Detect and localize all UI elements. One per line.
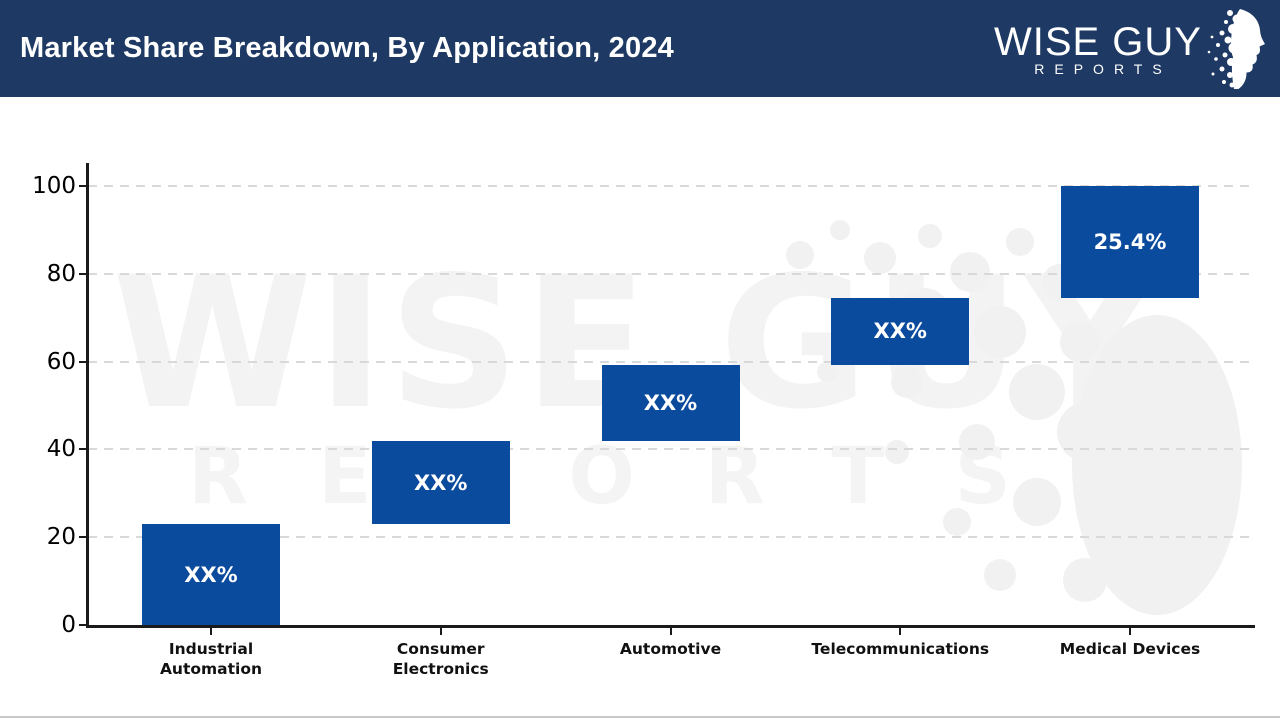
y-tick-mark xyxy=(79,624,87,626)
y-axis-line xyxy=(86,163,89,627)
x-tick-label-automotive: Automotive xyxy=(556,639,786,659)
x-tick-mark xyxy=(669,627,672,635)
y-tick-mark xyxy=(79,185,87,187)
gridline-60 xyxy=(88,360,1255,363)
x-tick-label-line: Medical Devices xyxy=(1059,640,1201,658)
bar-automotive: XX% xyxy=(601,365,740,442)
bar-value-label: XX% xyxy=(414,470,468,495)
bar-value-label: XX% xyxy=(643,391,698,416)
x-tick-label-line: Automation xyxy=(159,660,263,678)
watermark-head-dots xyxy=(786,220,1242,615)
logo-text: WISE GUY REPORTS xyxy=(994,21,1202,77)
wiseguy-logo: WISE GUY REPORTS xyxy=(994,7,1266,91)
logo-subtext: REPORTS xyxy=(1034,60,1172,77)
y-tick-label: 40 xyxy=(46,436,76,463)
x-axis-line xyxy=(86,625,1255,628)
header-bar: Market Share Breakdown, By Application, … xyxy=(0,0,1280,97)
y-tick-label: 0 xyxy=(61,612,76,638)
y-tick-mark xyxy=(79,448,87,451)
x-tick-label-telecommunications: Telecommunications xyxy=(785,639,1015,659)
bar-medical-devices: 25.4% xyxy=(1061,186,1199,298)
bar-value-label: 25.4% xyxy=(1093,229,1167,254)
logo-head-icon xyxy=(1207,8,1265,89)
x-tick-label-line: Industrial xyxy=(168,640,254,658)
bar-telecommunications: XX% xyxy=(831,297,970,366)
y-tick-label: 80 xyxy=(46,260,76,287)
gridline-100 xyxy=(88,185,1255,187)
logo-wordmark: WISE GUY xyxy=(993,19,1202,64)
bottom-divider xyxy=(0,716,1280,718)
x-tick-label-medical-devices: Medical Devices xyxy=(1015,639,1245,659)
x-tick-label-line: Electronics xyxy=(392,660,489,678)
bar-value-label: XX% xyxy=(873,319,927,344)
bar-value-label: XX% xyxy=(184,562,238,587)
y-tick-mark xyxy=(79,360,87,363)
bar-consumer-electronics: XX% xyxy=(371,441,510,525)
watermark-subtext: REPORTS xyxy=(188,432,1081,522)
bar-industrial-automation: XX% xyxy=(142,524,280,625)
x-tick-label-line: Automotive xyxy=(619,640,722,658)
chart-title: Market Share Breakdown, By Application, … xyxy=(20,32,674,64)
gridline-80 xyxy=(88,272,1255,275)
gridline-20 xyxy=(88,536,1255,539)
x-tick-label-industrial-automation: Industrial Automation xyxy=(96,639,326,679)
y-tick-label: 20 xyxy=(46,524,76,551)
y-tick-mark xyxy=(79,272,87,275)
x-tick-mark xyxy=(1129,627,1131,635)
gridline-40 xyxy=(88,448,1255,451)
x-tick-mark xyxy=(899,627,902,635)
x-tick-label-consumer-electronics: Consumer Electronics xyxy=(326,639,556,679)
y-tick-label: 60 xyxy=(46,348,76,375)
y-tick-mark xyxy=(79,536,87,539)
x-tick-mark xyxy=(439,627,442,635)
y-tick-label: 100 xyxy=(32,173,76,199)
x-tick-label-line: Telecommunications xyxy=(811,640,990,658)
x-tick-label-line: Consumer xyxy=(396,640,485,658)
x-tick-mark xyxy=(210,627,212,635)
plot-area: XX% XX% XX% XX% 25.4% xyxy=(88,165,1255,625)
